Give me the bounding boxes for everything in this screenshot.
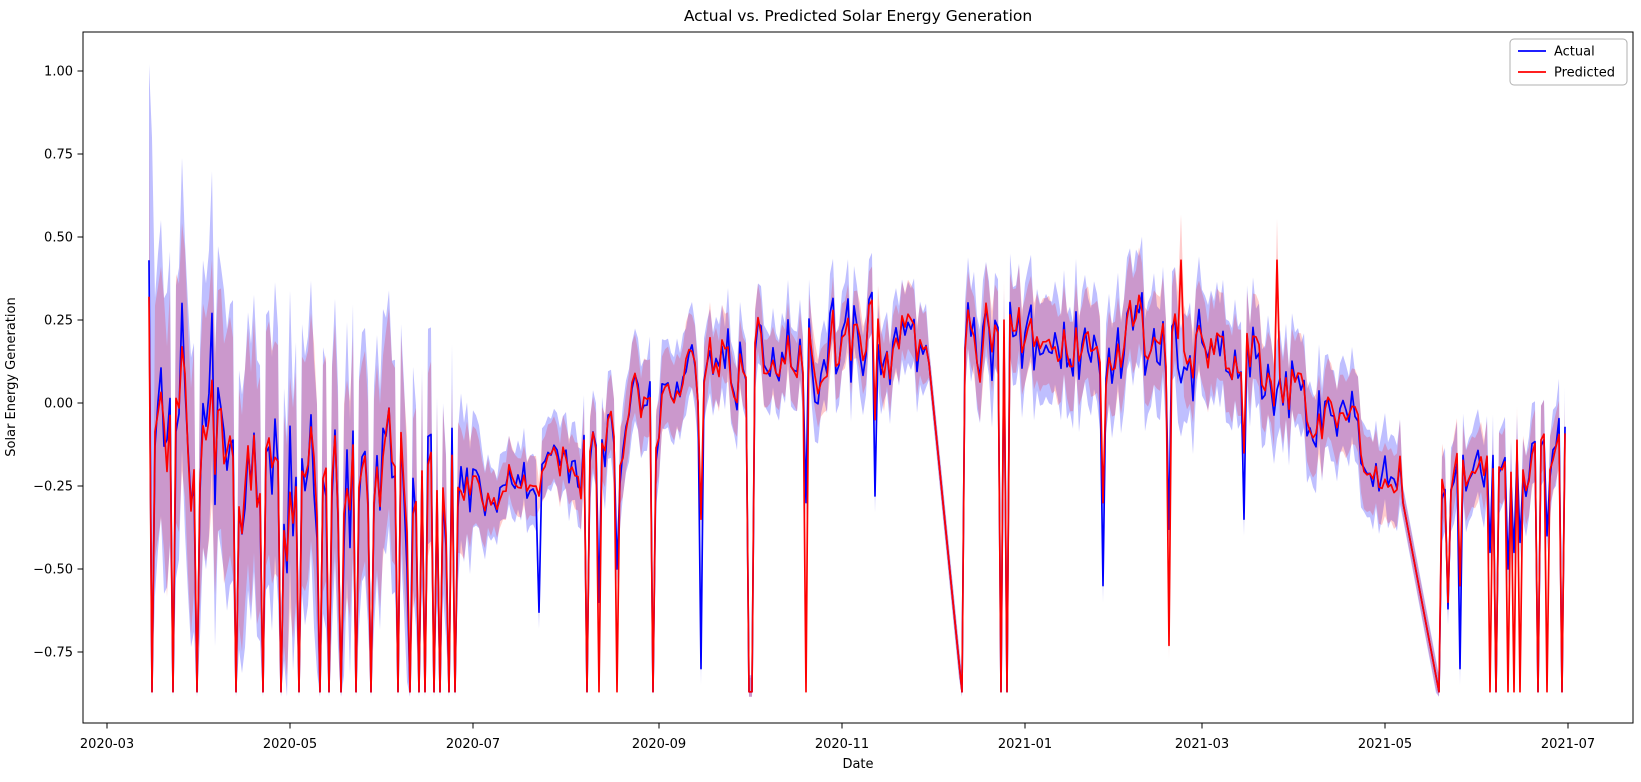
y-tick-label: 0.75 bbox=[44, 148, 73, 163]
series-line-predicted bbox=[148, 259, 1566, 693]
y-tick-label: −0.75 bbox=[33, 646, 73, 661]
plot-area bbox=[148, 64, 1566, 697]
x-tick-label: 2021-01 bbox=[998, 737, 1052, 752]
x-tick-label: 2021-05 bbox=[1358, 737, 1412, 752]
x-tick-label: 2020-09 bbox=[632, 737, 686, 752]
y-tick-label: 1.00 bbox=[44, 65, 73, 80]
y-axis-label: Solar Energy Generation bbox=[4, 297, 19, 456]
y-tick-label: 0.50 bbox=[44, 231, 73, 246]
y-tick-label: 0.00 bbox=[44, 397, 73, 412]
chart-title: Actual vs. Predicted Solar Energy Genera… bbox=[684, 7, 1032, 25]
y-tick-label: −0.50 bbox=[33, 563, 73, 578]
x-tick-label: 2021-07 bbox=[1541, 737, 1595, 752]
legend-label-predicted: Predicted bbox=[1554, 66, 1615, 81]
confidence-band-actual bbox=[149, 64, 1565, 697]
x-tick-label: 2020-05 bbox=[263, 737, 317, 752]
confidence-band-predicted bbox=[149, 120, 1565, 697]
legend: Actual Predicted bbox=[1509, 38, 1628, 86]
x-tick-label: 2021-03 bbox=[1175, 737, 1229, 752]
legend-label-actual: Actual bbox=[1554, 45, 1595, 60]
x-tick-label: 2020-11 bbox=[815, 737, 869, 752]
x-axis-label: Date bbox=[842, 757, 873, 772]
axes-ticks: 2020-03 2020-05 2020-07 2020-09 2020-11 2021-… bbox=[33, 65, 1595, 753]
x-tick-label: 2020-03 bbox=[80, 737, 134, 752]
y-tick-label: −0.25 bbox=[33, 480, 73, 495]
y-tick-label: 0.25 bbox=[44, 314, 73, 329]
x-tick-label: 2020-07 bbox=[446, 737, 500, 752]
plot-border bbox=[82, 31, 1634, 724]
